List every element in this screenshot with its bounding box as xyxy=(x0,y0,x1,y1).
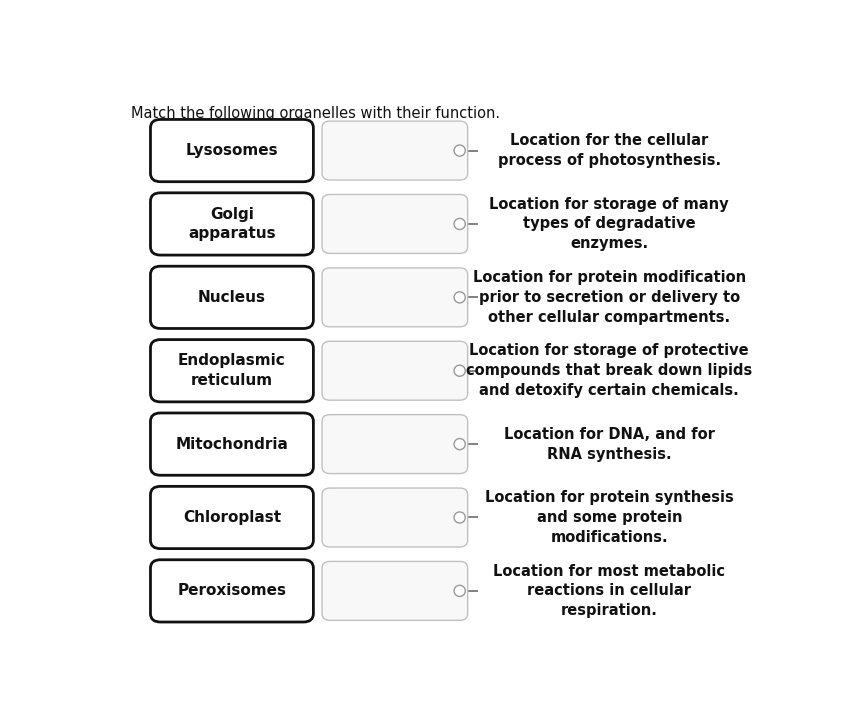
Ellipse shape xyxy=(454,365,465,376)
FancyBboxPatch shape xyxy=(150,193,313,255)
FancyBboxPatch shape xyxy=(150,560,313,622)
Text: Mitochondria: Mitochondria xyxy=(176,437,288,451)
Ellipse shape xyxy=(454,512,465,523)
FancyBboxPatch shape xyxy=(322,268,468,327)
Ellipse shape xyxy=(454,145,465,156)
Text: Location for storage of many
types of degradative
enzymes.: Location for storage of many types of de… xyxy=(489,196,729,251)
Text: Location for DNA, and for
RNA synthesis.: Location for DNA, and for RNA synthesis. xyxy=(504,427,715,461)
FancyBboxPatch shape xyxy=(150,487,313,549)
Text: Location for the cellular
process of photosynthesis.: Location for the cellular process of pho… xyxy=(498,133,721,168)
Ellipse shape xyxy=(454,218,465,230)
Text: Location for protein synthesis
and some protein
modifications.: Location for protein synthesis and some … xyxy=(485,490,734,545)
Text: Match the following organelles with their function.: Match the following organelles with thei… xyxy=(130,106,499,121)
FancyBboxPatch shape xyxy=(322,121,468,180)
FancyBboxPatch shape xyxy=(322,194,468,253)
Text: Peroxisomes: Peroxisomes xyxy=(178,583,287,599)
FancyBboxPatch shape xyxy=(150,413,313,475)
FancyBboxPatch shape xyxy=(150,119,313,182)
Text: Lysosomes: Lysosomes xyxy=(185,143,278,158)
Ellipse shape xyxy=(454,438,465,450)
FancyBboxPatch shape xyxy=(322,342,468,400)
FancyBboxPatch shape xyxy=(322,414,468,474)
Text: Endoplasmic
reticulum: Endoplasmic reticulum xyxy=(178,353,286,388)
Text: Location for protein modification
prior to secretion or delivery to
other cellul: Location for protein modification prior … xyxy=(473,270,746,325)
Ellipse shape xyxy=(454,586,465,596)
Ellipse shape xyxy=(454,292,465,303)
Text: Location for storage of protective
compounds that break down lipids
and detoxify: Location for storage of protective compo… xyxy=(466,344,752,398)
Text: Nucleus: Nucleus xyxy=(198,290,266,305)
FancyBboxPatch shape xyxy=(150,266,313,329)
Text: Chloroplast: Chloroplast xyxy=(183,510,281,525)
Text: Location for most metabolic
reactions in cellular
respiration.: Location for most metabolic reactions in… xyxy=(493,564,725,618)
Text: Golgi
apparatus: Golgi apparatus xyxy=(188,206,275,241)
FancyBboxPatch shape xyxy=(322,562,468,620)
FancyBboxPatch shape xyxy=(322,488,468,547)
FancyBboxPatch shape xyxy=(150,339,313,402)
